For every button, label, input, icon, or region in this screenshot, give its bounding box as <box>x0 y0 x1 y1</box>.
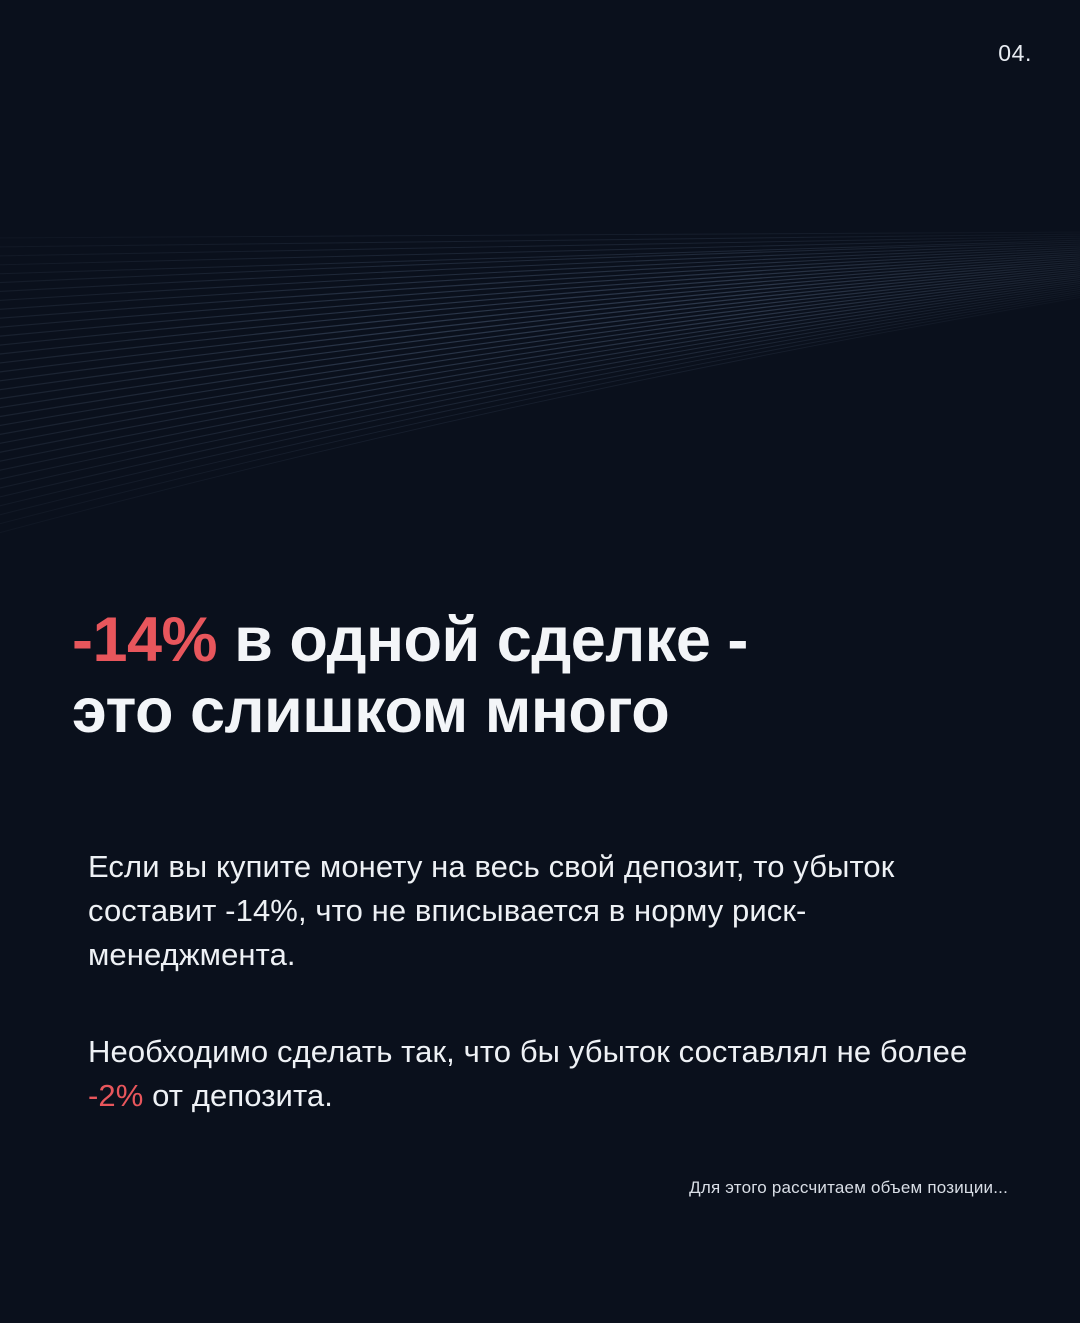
paragraph-one: Если вы купите монету на весь свой депоз… <box>88 845 988 977</box>
paragraph-one-text: Если вы купите монету на весь свой депоз… <box>88 849 895 973</box>
footnote-text: Для этого рассчитаем объем позиции... <box>689 1178 1008 1197</box>
headline-line2: это слишком много <box>72 675 670 746</box>
page-title: -14% в одной сделке - это слишком много <box>72 605 1012 746</box>
body-text-block: Если вы купите монету на весь свой депоз… <box>88 845 988 1118</box>
headline-line1-rest: в одной сделке - <box>217 605 748 676</box>
paragraph-two-text-before: Необходимо сделать так, что бы убыток со… <box>88 1034 968 1070</box>
page-number: 04. <box>998 40 1032 66</box>
headline-accent-value: -14% <box>72 605 218 676</box>
paragraph-two: Необходимо сделать так, что бы убыток со… <box>88 1030 988 1118</box>
paragraph-two-text-after: от депозита. <box>143 1078 333 1114</box>
paragraph-two-accent-value: -2% <box>88 1078 144 1114</box>
